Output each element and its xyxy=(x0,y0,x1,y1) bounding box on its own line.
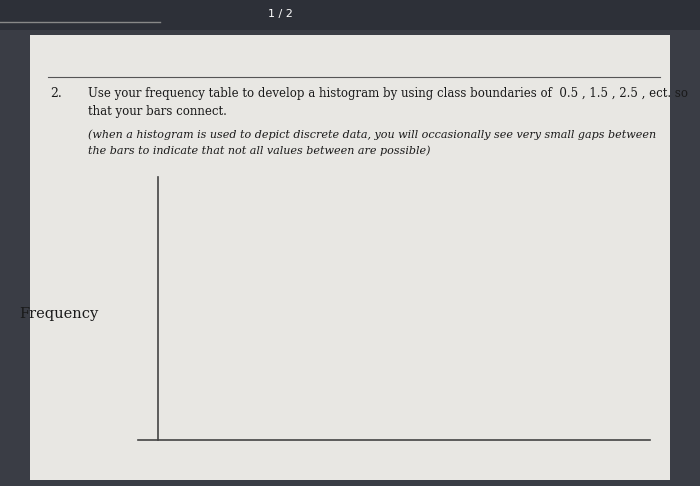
Bar xyxy=(0,0,700,30)
Text: the bars to indicate that not all values between are possible): the bars to indicate that not all values… xyxy=(88,145,430,156)
Text: 2.: 2. xyxy=(50,87,62,100)
Text: (when a histogram is used to depict discrete data, you will occasionally see ver: (when a histogram is used to depict disc… xyxy=(88,129,656,139)
Text: Frequency: Frequency xyxy=(19,307,98,320)
Text: 1 / 2: 1 / 2 xyxy=(267,9,293,19)
Text: Use your frequency table to develop a histogram by using class boundaries of  0.: Use your frequency table to develop a hi… xyxy=(88,87,688,100)
Text: that your bars connect.: that your bars connect. xyxy=(88,105,227,118)
